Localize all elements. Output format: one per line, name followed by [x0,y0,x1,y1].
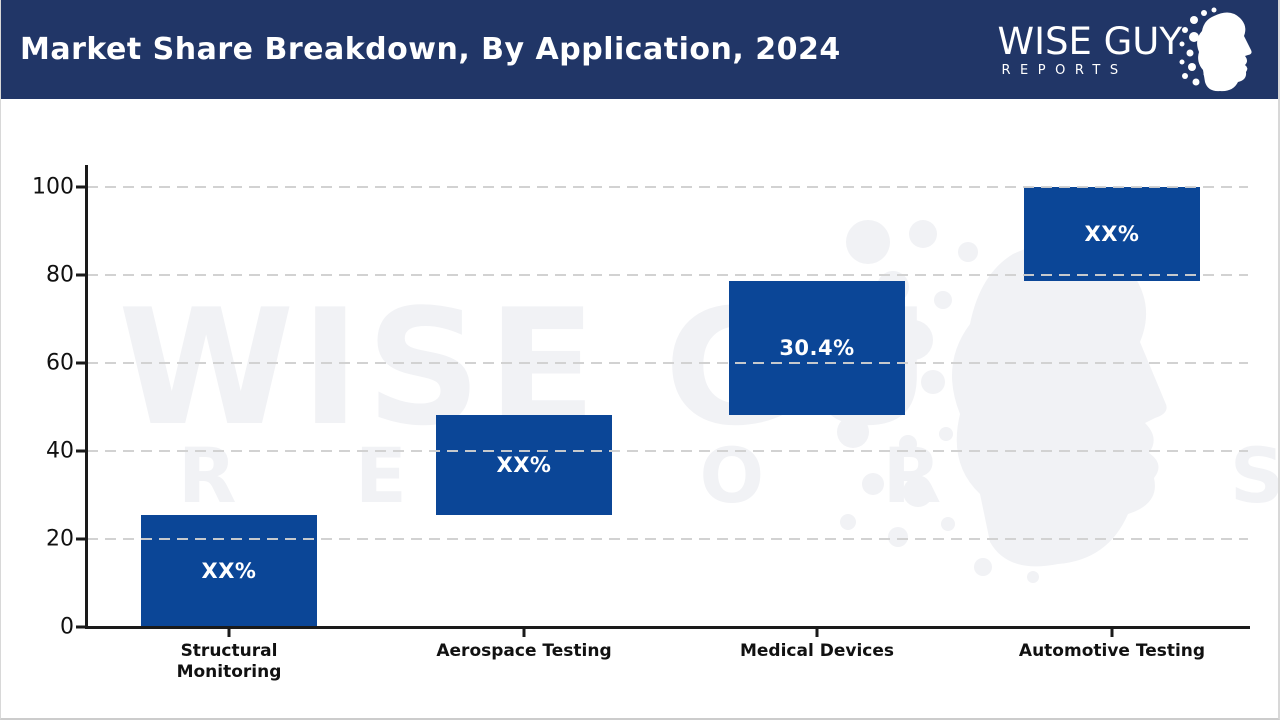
bar-value-label: XX% [496,452,552,477]
logo-wordmark: WISE GUY [997,19,1182,63]
y-tick-label: 20 [46,526,74,552]
wise-guy-reports-logo: WISE GUY REPORTS [998,4,1262,96]
y-tick-mark [76,625,85,629]
x-axis-line [85,626,1250,629]
logo-subtitle: REPORTS [1001,62,1128,78]
x-tick-mark [522,629,526,637]
bar-medical-devices: 30.4% [729,281,905,415]
gridline-20 [87,538,1248,540]
x-tick-mark [1110,629,1114,637]
y-tick-label: 100 [32,174,74,200]
y-tick-label: 60 [46,350,74,376]
bar-structural-monitoring: XX% [141,514,317,627]
bar-value-label: 30.4% [779,336,855,361]
x-axis-label: Structural Monitoring [176,641,282,683]
y-tick-label: 0 [60,614,74,640]
bar-aerospace-testing: XX% [436,414,612,515]
bar-value-label: XX% [1084,222,1140,247]
y-axis-line [85,165,88,628]
x-axis-label: Automotive Testing [1018,641,1206,661]
gridline-60 [87,362,1248,364]
y-tick-label: 40 [46,438,74,464]
y-tick-mark [76,185,85,189]
page-title: Market Share Breakdown, By Application, … [20,32,841,67]
y-tick-mark [76,537,85,541]
gridline-100 [87,186,1248,188]
y-tick-label: 80 [46,262,74,288]
x-axis-label: Medical Devices [739,641,894,661]
gridline-40 [87,450,1248,452]
bar-value-label: XX% [201,558,257,583]
y-tick-mark [76,273,85,277]
x-axis-label: Aerospace Testing [436,641,612,661]
bar-automotive-testing: XX% [1024,187,1200,282]
x-tick-mark [227,629,231,637]
gridline-80 [87,274,1248,276]
y-tick-mark [76,361,85,365]
header-bar: Market Share Breakdown, By Application, … [0,0,1280,99]
y-tick-mark [76,449,85,453]
x-tick-mark [815,629,819,637]
logo-head-icon [1179,7,1252,91]
